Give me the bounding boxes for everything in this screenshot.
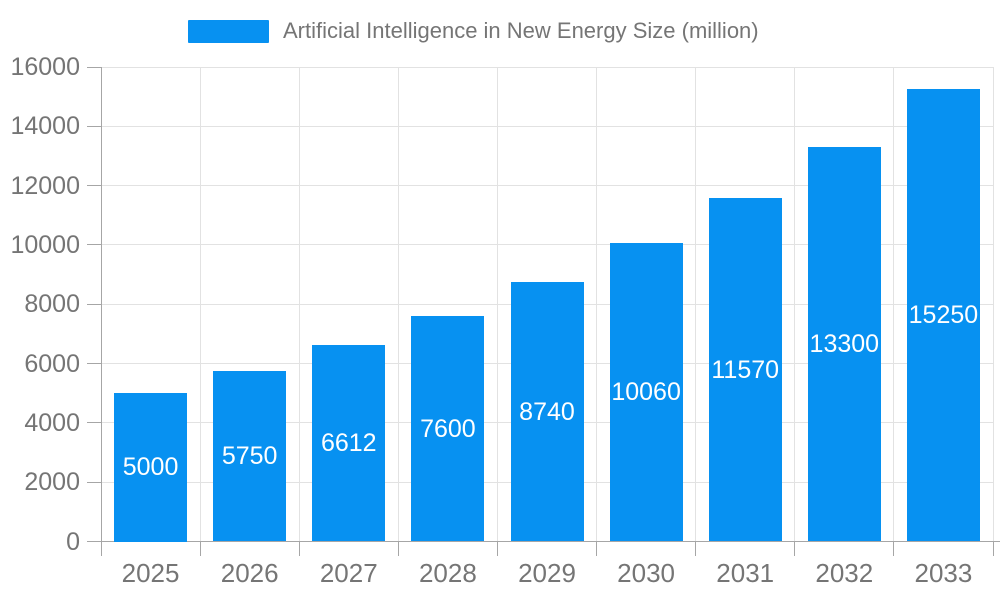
x-axis-tick [794,541,796,556]
x-gridline [794,67,796,542]
x-axis-tick [298,541,300,556]
bar-value-label: 5750 [221,442,278,471]
x-gridline [992,67,994,542]
x-axis-label: 2025 [121,557,180,588]
x-gridline [298,67,300,542]
y-axis-line [100,67,102,542]
x-axis-tick [695,541,697,556]
y-gridline [101,244,993,246]
y-axis-label: 12000 [10,171,80,200]
legend-label: Artificial Intelligence in New Energy Si… [283,18,759,43]
y-axis-label: 4000 [24,408,80,437]
x-axis-tick [992,541,994,556]
x-axis-label: 2029 [518,557,576,588]
x-axis-line [87,541,1000,542]
x-axis-tick [397,541,399,556]
y-axis-label: 14000 [10,112,80,141]
y-axis-tick [87,185,101,187]
y-axis-tick [87,481,101,483]
bar[interactable] [411,316,485,542]
y-axis-label: 0 [66,527,80,556]
bar[interactable] [312,345,386,542]
bar[interactable] [114,393,188,542]
x-axis-tick [893,541,895,556]
x-axis-label: 2032 [815,557,874,588]
y-axis-label: 10000 [10,230,80,259]
x-gridline [496,67,498,542]
x-axis-tick [100,541,102,556]
bar[interactable] [609,243,683,542]
y-axis-label: 2000 [24,468,80,497]
bar-value-label: 15250 [908,301,979,330]
bar-value-label: 8740 [519,397,575,426]
y-axis-tick [87,125,101,127]
y-axis-tick [87,244,101,246]
bar[interactable] [510,282,584,542]
x-axis-label: 2027 [319,557,378,588]
bar-value-label: 13300 [809,330,880,359]
y-axis-tick [87,66,101,68]
legend-item[interactable]: Artificial Intelligence in New Energy Si… [188,17,759,45]
bar[interactable] [807,147,881,542]
bar[interactable] [213,370,287,542]
x-axis-label: 2026 [220,557,279,588]
x-axis-label: 2031 [716,557,775,588]
y-gridline [101,125,993,127]
x-gridline [695,67,697,542]
bar[interactable] [708,198,782,542]
bar[interactable] [906,89,980,542]
y-axis-label: 16000 [10,53,80,81]
x-axis-tick [496,541,498,556]
x-gridline [397,67,399,542]
bar-value-label: 5000 [122,453,179,482]
x-gridline [596,67,598,542]
y-axis-label: 8000 [24,290,80,319]
bar-value-label: 10060 [611,378,681,407]
x-axis-tick [199,541,201,556]
bar-value-label: 7600 [420,414,476,443]
x-axis-label: 2028 [418,557,477,588]
x-axis-tick [596,541,598,556]
x-axis-label: 2030 [617,557,676,588]
bar-value-label: 11570 [711,355,780,384]
y-axis-tick [87,303,101,305]
y-axis-tick [87,363,101,365]
x-axis-label: 2033 [914,557,973,588]
y-gridline [101,66,993,68]
x-gridline [199,67,201,542]
bar-value-label: 6612 [320,429,377,458]
y-axis-tick [87,422,101,424]
y-gridline [101,185,993,187]
y-axis-label: 6000 [24,349,80,378]
x-gridline [893,67,895,542]
legend-swatch [188,19,269,43]
